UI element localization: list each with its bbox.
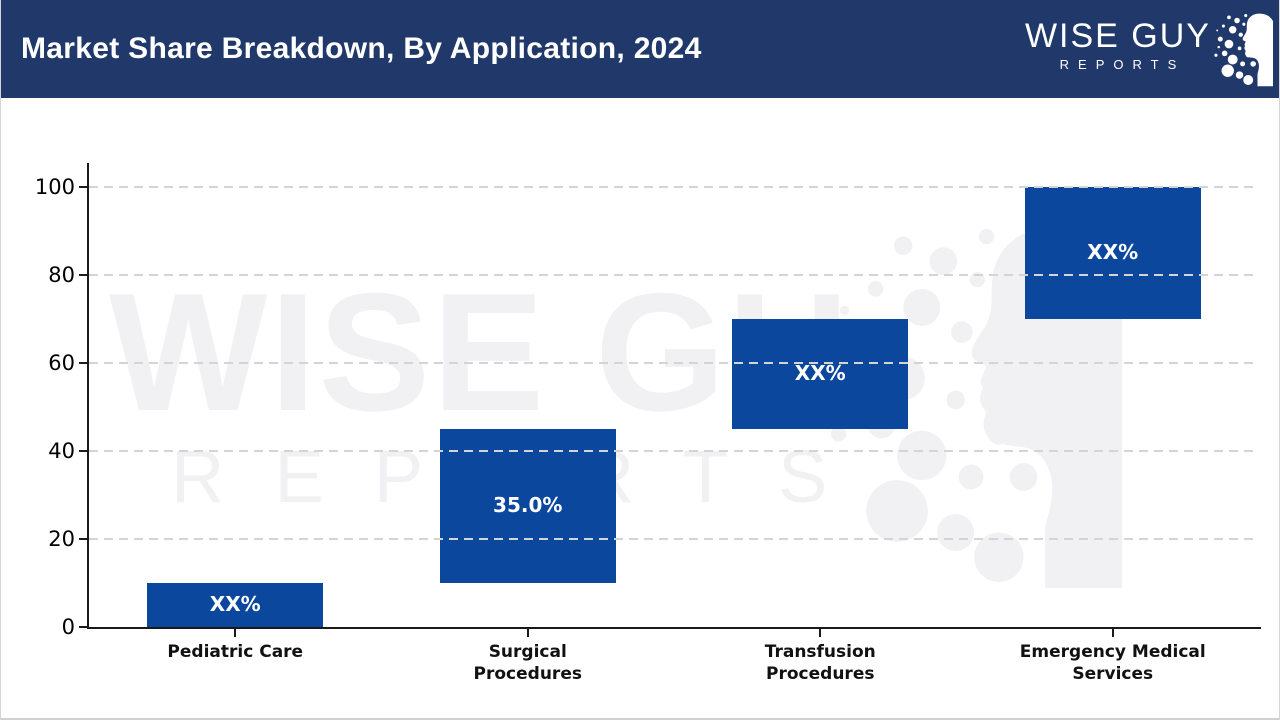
chart-canvas: WISE GU REPORTS 020406080100XX%Pediatric… [1, 98, 1279, 718]
gridline [89, 362, 1259, 364]
x-tick-mark [234, 629, 237, 637]
y-tick-mark [79, 626, 87, 628]
y-tick-mark [79, 450, 87, 452]
bar-transfusion-procedures [732, 319, 909, 429]
gridline [89, 274, 1259, 276]
header-bar: Market Share Breakdown, By Application, … [1, 0, 1279, 98]
gridline [89, 538, 1259, 540]
gridline [89, 186, 1259, 188]
gridline [89, 450, 1259, 452]
x-label-line: Transfusion [764, 642, 876, 662]
bar-emergency-medical-services [1024, 187, 1201, 319]
y-tick-label: 0 [61, 615, 75, 639]
y-tick-mark [79, 274, 87, 276]
bar-value-label: XX% [1087, 240, 1139, 264]
x-label-line: Procedures [473, 664, 582, 684]
bar-value-label: XX% [209, 592, 261, 616]
x-label-line: Pediatric Care [167, 642, 304, 662]
y-tick-label: 40 [48, 439, 75, 463]
logo-brand-name: WISE GUY [1024, 17, 1211, 55]
y-tick-label: 80 [48, 263, 75, 287]
wiseguy-logo: WISE GUY REPORTS [1023, 0, 1273, 98]
wiseguy-face-icon [1211, 8, 1273, 90]
y-tick-mark [79, 186, 87, 188]
y-tick-label: 20 [48, 527, 75, 551]
y-tick-label: 60 [48, 351, 75, 375]
x-tick-mark [819, 629, 822, 637]
logo-brand-sub: REPORTS [1059, 57, 1186, 72]
x-axis-category-label: Surgical Procedures [403, 641, 653, 685]
bar-pediatric-care [147, 583, 324, 627]
x-label-line: Services [1072, 664, 1154, 684]
x-axis-category-label: Transfusion Procedures [695, 641, 945, 685]
bar-surgical-procedures [439, 429, 616, 583]
x-tick-mark [1111, 629, 1114, 637]
y-tick-mark [79, 538, 87, 540]
wiseguy-logo-text: WISE GUY REPORTS [1025, 18, 1211, 73]
page-title: Market Share Breakdown, By Application, … [21, 32, 702, 65]
x-axis-line [87, 627, 1261, 629]
x-axis-category-label: Emergency Medical Services [988, 641, 1238, 685]
x-label-line: Surgical [488, 642, 567, 662]
y-axis-line [87, 163, 89, 629]
y-tick-mark [79, 362, 87, 364]
bar-value-label: XX% [794, 361, 846, 385]
x-axis-category-label: Pediatric Care [110, 641, 360, 663]
bar-value-label: 35.0% [493, 493, 563, 517]
y-tick-label: 100 [34, 175, 75, 199]
x-label-line: Emergency Medical [1019, 642, 1206, 662]
x-label-line: Procedures [766, 664, 875, 684]
x-tick-mark [526, 629, 529, 637]
